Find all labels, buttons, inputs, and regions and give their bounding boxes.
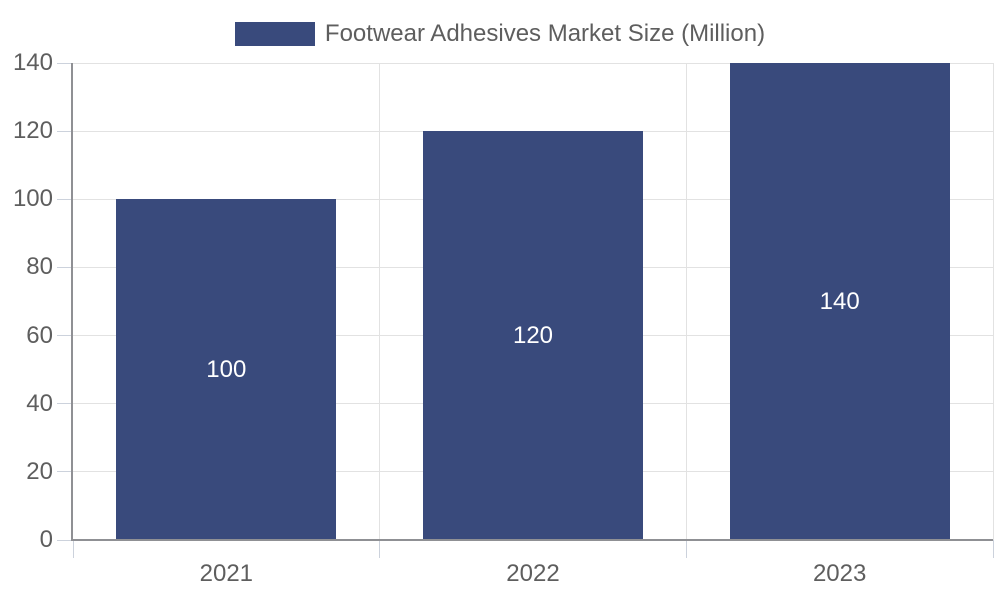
y-axis-tick-label: 20	[26, 457, 53, 485]
y-axis-tick-label: 0	[39, 526, 53, 553]
y-tick-mark	[57, 539, 73, 541]
gridline-v	[992, 63, 994, 540]
y-axis-tick-label: 140	[12, 49, 53, 76]
y-axis-tick-label: 80	[26, 253, 53, 281]
gridline-v	[685, 63, 687, 540]
y-axis-tick-label: 40	[26, 389, 53, 417]
legend-item[interactable]: Footwear Adhesives Market Size (Million)	[234, 20, 766, 48]
legend: Footwear Adhesives Market Size (Million)	[0, 20, 1000, 48]
y-axis-line	[71, 63, 73, 540]
y-axis-tick-label: 60	[26, 321, 53, 349]
y-tick-mark	[57, 130, 73, 132]
x-axis-tick-label: 2021	[199, 560, 254, 587]
legend-label: Footwear Adhesives Market Size (Million)	[324, 20, 766, 47]
gridline-v	[379, 63, 381, 540]
x-axis-line	[71, 539, 993, 541]
bar-2021[interactable]: 100	[116, 199, 337, 540]
x-axis-tick-label: 2022	[506, 560, 560, 587]
x-axis-tick-label: 2023	[812, 560, 867, 587]
y-tick-mark	[57, 62, 73, 64]
bar-value-label: 100	[206, 355, 247, 383]
bar-value-label: 140	[819, 287, 860, 315]
y-tick-mark	[57, 198, 73, 200]
y-tick-mark	[57, 266, 73, 268]
y-axis-tick-label: 120	[12, 117, 53, 145]
x-tick-mark	[992, 540, 994, 558]
bar-2023[interactable]: 140	[729, 63, 950, 540]
y-tick-mark	[57, 403, 73, 405]
legend-swatch	[234, 22, 315, 46]
bar-2022[interactable]: 120	[423, 131, 643, 540]
plot-area: 0 20 40 60 80 100 120 140 100 2021 120 2022 140 2023	[13, 49, 994, 587]
y-tick-mark	[57, 335, 73, 337]
x-tick-mark	[685, 540, 687, 558]
y-tick-mark	[57, 471, 73, 473]
bar-value-label: 120	[512, 321, 554, 349]
x-tick-mark	[72, 540, 74, 558]
gridline-h	[73, 62, 993, 64]
y-axis-tick-label: 100	[12, 185, 53, 213]
x-tick-mark	[379, 540, 381, 558]
